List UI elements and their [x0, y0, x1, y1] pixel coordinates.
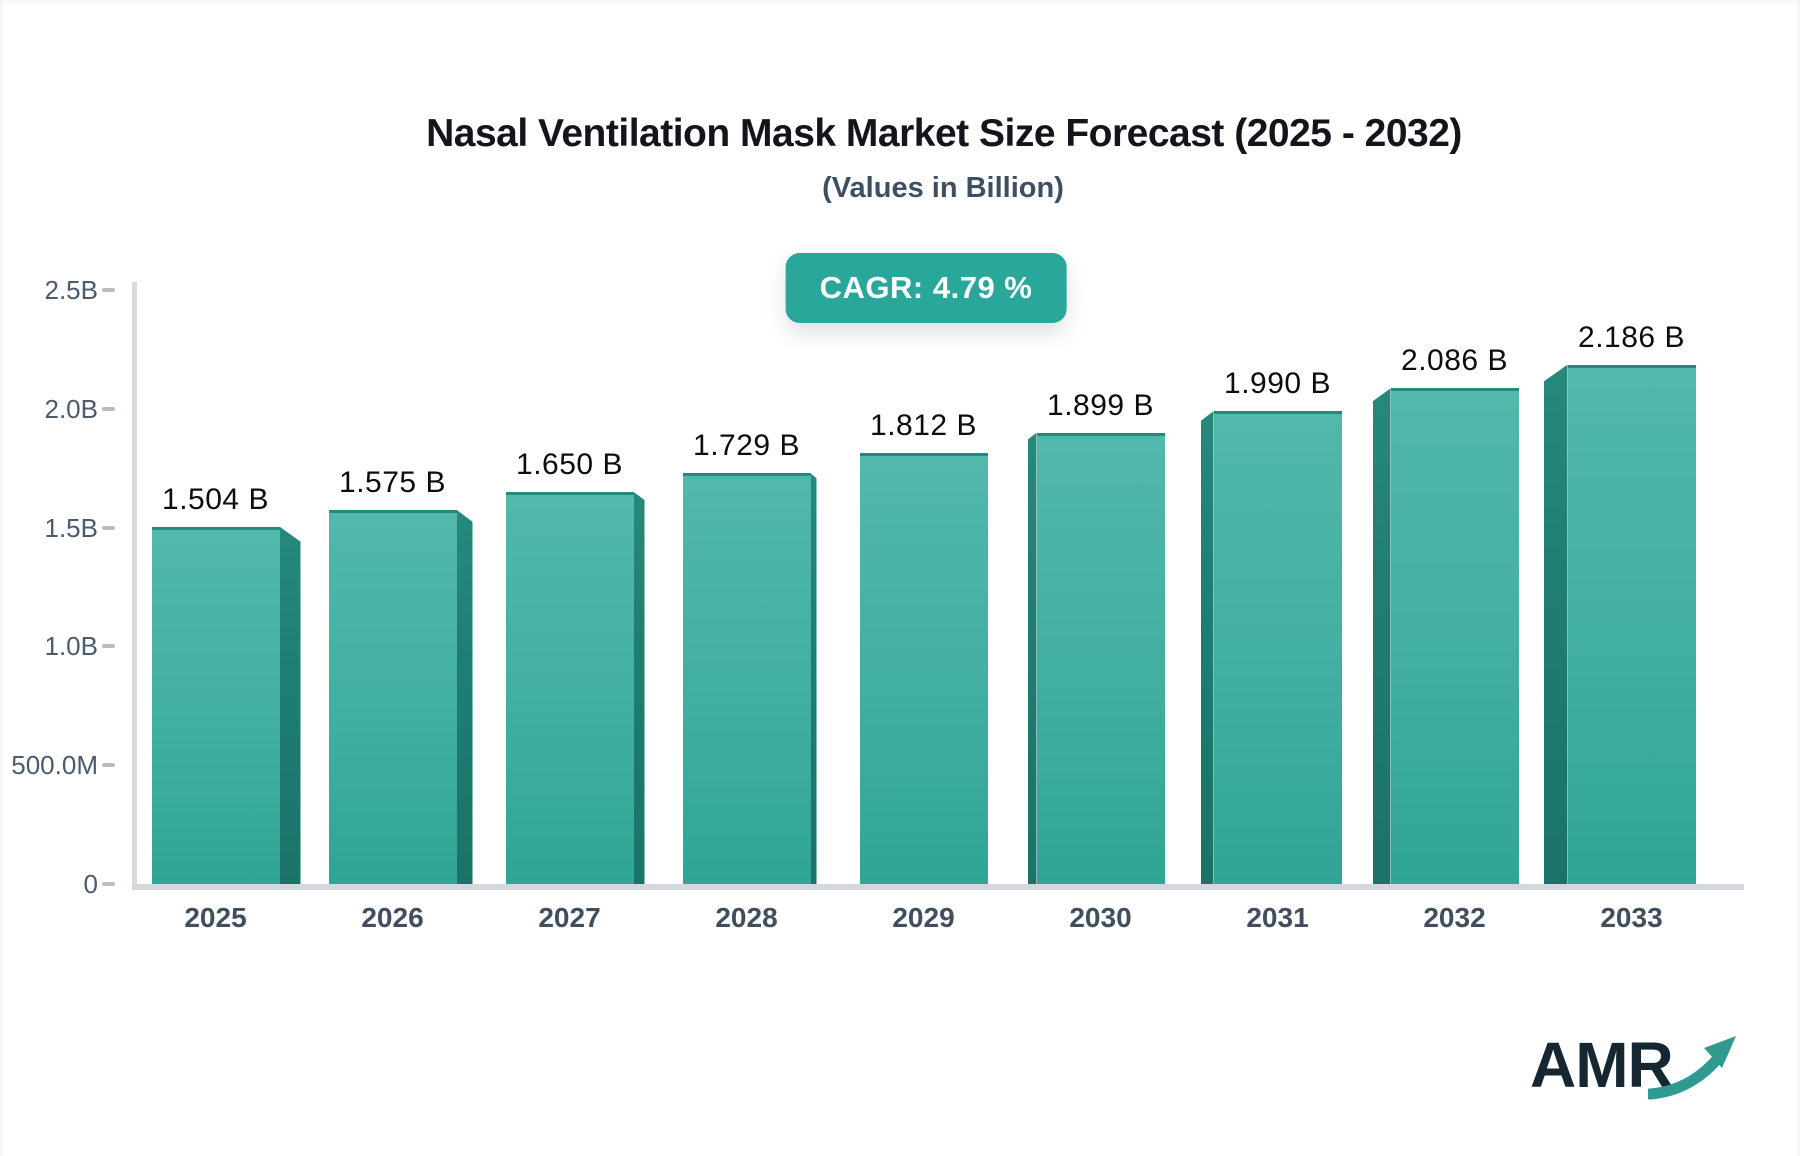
- bar-side-face: [633, 491, 645, 884]
- x-tick-label: 2029: [892, 902, 955, 933]
- y-tick-label: 1.0B: [44, 631, 99, 662]
- y-tick-dash: [102, 882, 115, 886]
- bar-side-face: [1543, 364, 1568, 884]
- cagr-badge-label: CAGR: 4.79 %: [819, 270, 1033, 305]
- x-tick-label: 2028: [715, 902, 778, 933]
- y-tick-dash: [102, 644, 115, 649]
- bar-value-label: 1.504 B: [162, 482, 269, 516]
- bar-value-label: 2.086 B: [1401, 344, 1508, 378]
- bar-side-face: [1372, 388, 1391, 884]
- x-tick-label: 2026: [361, 902, 424, 933]
- amr-logo: AMR: [1530, 1022, 1736, 1108]
- x-axis-line: [132, 884, 1744, 890]
- cagr-badge: CAGR: 4.79 %: [785, 253, 1067, 323]
- y-tick-label: 0: [83, 869, 98, 899]
- x-tick-label: 2031: [1246, 902, 1309, 933]
- y-tick-label: 1.5B: [44, 512, 99, 543]
- bar: [328, 509, 457, 884]
- x-tick-label: 2030: [1069, 902, 1132, 933]
- x-tick-label: 2033: [1600, 902, 1663, 933]
- y-tick-dash: [102, 525, 115, 530]
- bar-value-label: 1.575 B: [339, 465, 446, 499]
- bar-side-face: [456, 509, 473, 884]
- bar: [1390, 388, 1519, 884]
- bar: [682, 473, 811, 884]
- y-tick-dash: [102, 763, 115, 768]
- bar: [505, 491, 634, 884]
- bar-side-face: [279, 526, 301, 884]
- x-tick-label: 2032: [1423, 902, 1486, 933]
- bar-side-face: [1200, 411, 1214, 884]
- chart-title: Nasal Ventilation Mask Market Size Forec…: [426, 112, 1462, 155]
- bar-value-label: 1.812 B: [870, 409, 977, 443]
- y-tick-dash: [102, 288, 115, 292]
- x-tick-label: 2025: [184, 902, 247, 933]
- x-tick-label: 2027: [538, 902, 601, 933]
- bar: [151, 526, 280, 884]
- bar: [859, 453, 988, 884]
- bar-value-label: 1.899 B: [1047, 388, 1154, 422]
- bar-value-label: 2.186 B: [1578, 320, 1685, 354]
- bar: [1567, 364, 1696, 884]
- bar-value-label: 1.650 B: [516, 447, 623, 481]
- y-tick-dash: [102, 406, 115, 411]
- bar: [1036, 432, 1165, 884]
- y-axis-line: [132, 282, 137, 890]
- bar-side-face: [1027, 432, 1037, 884]
- y-tick-label: 500.0M: [11, 750, 98, 781]
- y-tick-label: 2.0B: [44, 393, 99, 424]
- trending-up-arrow-icon: [1648, 1036, 1736, 1100]
- chart-subtitle: (Values in Billion): [822, 172, 1064, 204]
- bar-value-label: 1.990 B: [1224, 367, 1331, 401]
- bar-value-label: 1.729 B: [693, 429, 800, 463]
- y-tick-label: 2.5B: [44, 275, 99, 305]
- bar-side-face: [810, 473, 817, 884]
- page-top-strip: [2, 0, 1798, 3]
- bar: [1213, 411, 1342, 884]
